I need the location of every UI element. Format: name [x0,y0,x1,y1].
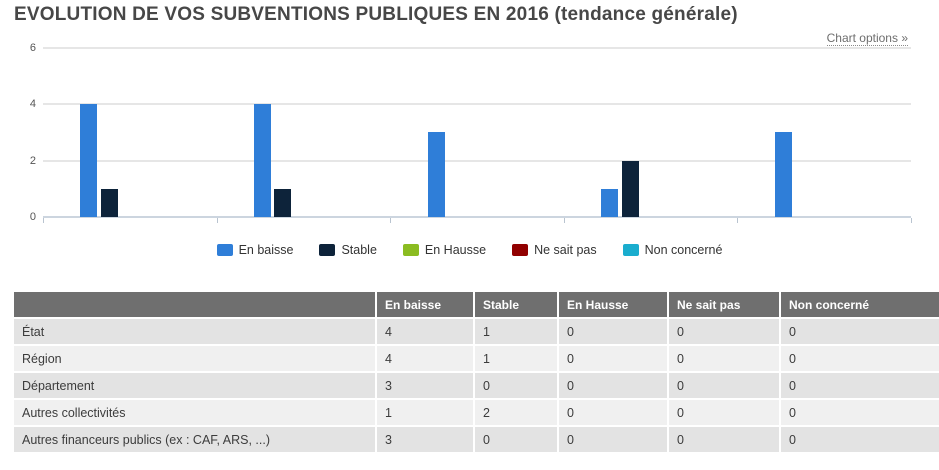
row-value: 0 [557,346,667,371]
row-value: 4 [375,346,473,371]
y-axis-label: 0 [29,211,36,223]
table-row: Autres collectivités 1 2 0 0 0 [14,400,939,425]
row-value: 0 [779,319,939,344]
row-value: 2 [473,400,557,425]
row-value: 1 [375,400,473,425]
table-header-cell: En baisse [375,292,473,317]
bar-chart: 0 2 4 6 [29,41,912,223]
table-row: État 4 1 0 0 0 [14,319,939,344]
row-value: 0 [779,346,939,371]
table-header-cell: Non concerné [779,292,939,317]
legend-label: Stable [341,243,377,257]
row-value: 3 [375,373,473,398]
table-header-cell-empty [14,292,375,317]
bar [80,104,98,217]
row-value: 0 [779,427,939,452]
row-value: 0 [473,427,557,452]
gridline [43,46,911,49]
bar [274,188,292,217]
row-value: 0 [779,400,939,425]
x-axis-tick [737,218,739,223]
bar [601,188,619,217]
legend-item[interactable]: Non concerné [622,243,723,257]
row-value: 0 [779,373,939,398]
row-value: 0 [667,400,779,425]
legend-swatch-icon [622,244,639,256]
table-row: Département 3 0 0 0 0 [14,373,939,398]
legend-swatch-icon [402,244,419,256]
row-value: 0 [557,319,667,344]
legend-label: Non concerné [644,243,723,257]
bar [100,188,118,217]
y-axis-label: 2 [29,154,36,167]
row-value: 0 [667,319,779,344]
legend-swatch-icon [319,244,336,256]
row-label: Autres collectivités [14,400,375,425]
legend-label: Ne sait pas [534,243,597,257]
row-value: 4 [375,319,473,344]
row-value: 0 [667,346,779,371]
x-axis-tick [563,218,565,223]
row-value: 0 [557,400,667,425]
row-label: État [14,319,375,344]
x-axis-tick [216,218,218,223]
x-axis-line [43,216,911,218]
row-label: Région [14,346,375,371]
table-header-cell: En Hausse [557,292,667,317]
table-header-cell: Ne sait pas [667,292,779,317]
legend-item[interactable]: Ne sait pas [512,243,597,257]
y-axis-label: 4 [29,98,36,111]
table-row: Autres financeurs publics (ex : CAF, ARS… [14,427,939,452]
legend-swatch-icon [216,244,233,256]
table-row: Région 4 1 0 0 0 [14,346,939,371]
table-header-row: En baisse Stable En Hausse Ne sait pas Non c… [14,292,939,317]
row-label: Département [14,373,375,398]
gridline [43,159,911,162]
y-axis-label: 6 [29,41,36,54]
bar [253,104,271,217]
table-header: En baisse Stable En Hausse Ne sait pas Non c… [14,292,939,317]
table-header-cell: Stable [473,292,557,317]
legend-label: En Hausse [424,243,487,257]
legend-item[interactable]: En Hausse [402,243,487,257]
legend-item[interactable]: En baisse [216,243,294,257]
chart-legend: En baisse Stable En Hausse Ne sait pas Non c… [0,243,939,257]
row-value: 3 [375,427,473,452]
row-value: 0 [667,373,779,398]
table-body: État 4 1 0 0 0 Région 4 1 0 0 0 Département 3 0 0 0 0 Autr… [14,319,939,452]
legend-label: En baisse [238,243,294,257]
row-label: Autres financeurs publics (ex : CAF, ARS… [14,427,375,452]
row-value: 1 [473,319,557,344]
legend-swatch-icon [512,244,529,256]
row-value: 0 [667,427,779,452]
bar [621,160,639,217]
row-value: 0 [557,427,667,452]
data-table: En baisse Stable En Hausse Ne sait pas Non c… [14,290,939,454]
x-axis-tick [43,218,44,223]
row-value: 0 [473,373,557,398]
x-axis-tick [390,218,392,223]
page-title: EVOLUTION DE VOS SUBVENTIONS PUBLIQUES E… [14,4,738,25]
bar [427,132,445,217]
row-value: 0 [557,373,667,398]
legend-item[interactable]: Stable [319,243,377,257]
bar [774,132,792,217]
chart-options-link[interactable]: Chart options » [826,31,908,46]
gridline [43,103,911,106]
row-value: 1 [473,346,557,371]
x-axis-tick [911,218,912,223]
